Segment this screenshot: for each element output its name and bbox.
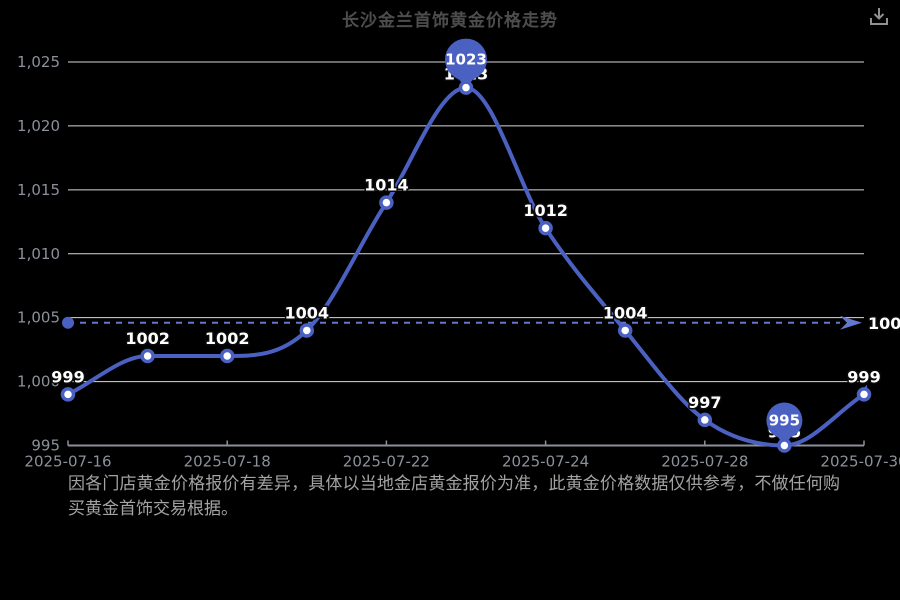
x-axis-label: 2025-07-16 — [24, 453, 111, 471]
point-value-label: 999 — [847, 367, 880, 386]
data-point-marker[interactable] — [697, 412, 713, 428]
chart-header: 长沙金兰首饰黄金价格走势 — [0, 6, 900, 31]
balloon-pin[interactable] — [445, 38, 487, 81]
point-value-label: 1002 — [205, 329, 250, 348]
y-axis-label: 1,000 — [17, 373, 60, 391]
chart-title: 长沙金兰首饰黄金价格走势 — [342, 11, 558, 31]
y-axis-label: 1,010 — [17, 245, 60, 263]
data-point-marker[interactable] — [60, 387, 76, 402]
data-point-marker[interactable] — [856, 387, 872, 402]
average-line-start-dot — [62, 316, 74, 329]
y-axis-label: 1,015 — [17, 181, 60, 199]
point-value-label: 1004 — [285, 303, 330, 322]
data-point-marker[interactable] — [458, 80, 474, 95]
point-value-label: 997 — [688, 393, 721, 412]
balloon-pin-label: 995 — [769, 412, 800, 430]
data-point-marker[interactable] — [538, 220, 553, 236]
x-axis-label: 2025-07-28 — [661, 453, 748, 471]
x-axis-label: 2025-07-22 — [343, 453, 430, 471]
x-axis-label: 2025-07-30 — [820, 453, 900, 471]
point-value-label: 1002 — [125, 329, 170, 348]
data-point-marker[interactable] — [379, 195, 394, 210]
price-line — [66, 85, 866, 448]
point-value-label: 1012 — [523, 201, 568, 220]
y-axis-label: 1,005 — [17, 309, 60, 327]
download-icon[interactable] — [866, 4, 892, 30]
data-point-marker[interactable] — [777, 438, 792, 453]
y-axis-label: 995 — [31, 437, 60, 455]
balloon-pin-label: 1023 — [445, 51, 487, 69]
balloon-pin[interactable] — [766, 402, 803, 439]
data-point-marker[interactable] — [617, 323, 633, 338]
point-value-label: 999 — [51, 367, 84, 386]
data-point-marker[interactable] — [140, 348, 155, 364]
x-axis-label: 2025-07-24 — [502, 453, 589, 471]
point-value-label: 1004 — [603, 303, 648, 322]
data-point-marker[interactable] — [299, 323, 315, 338]
x-axis-label: 2025-07-18 — [184, 453, 271, 471]
y-axis-label: 1,025 — [17, 53, 60, 71]
price-line-chart: 995 1,000 1,005 1,010 1,015 1,020 1,025 2025-07… — [17, 38, 900, 471]
data-point-marker[interactable] — [219, 348, 235, 364]
disclaimer-text: 因各门店黄金价格报价有差异，具体以当地金店黄金报价为准，此黄金价格数据仅供参考，… — [68, 474, 840, 519]
average-line-arrow — [840, 315, 862, 330]
point-value-label: 1014 — [364, 176, 409, 195]
average-line-value-label: 1004 — [868, 314, 900, 333]
y-axis-label: 1,020 — [17, 117, 60, 135]
